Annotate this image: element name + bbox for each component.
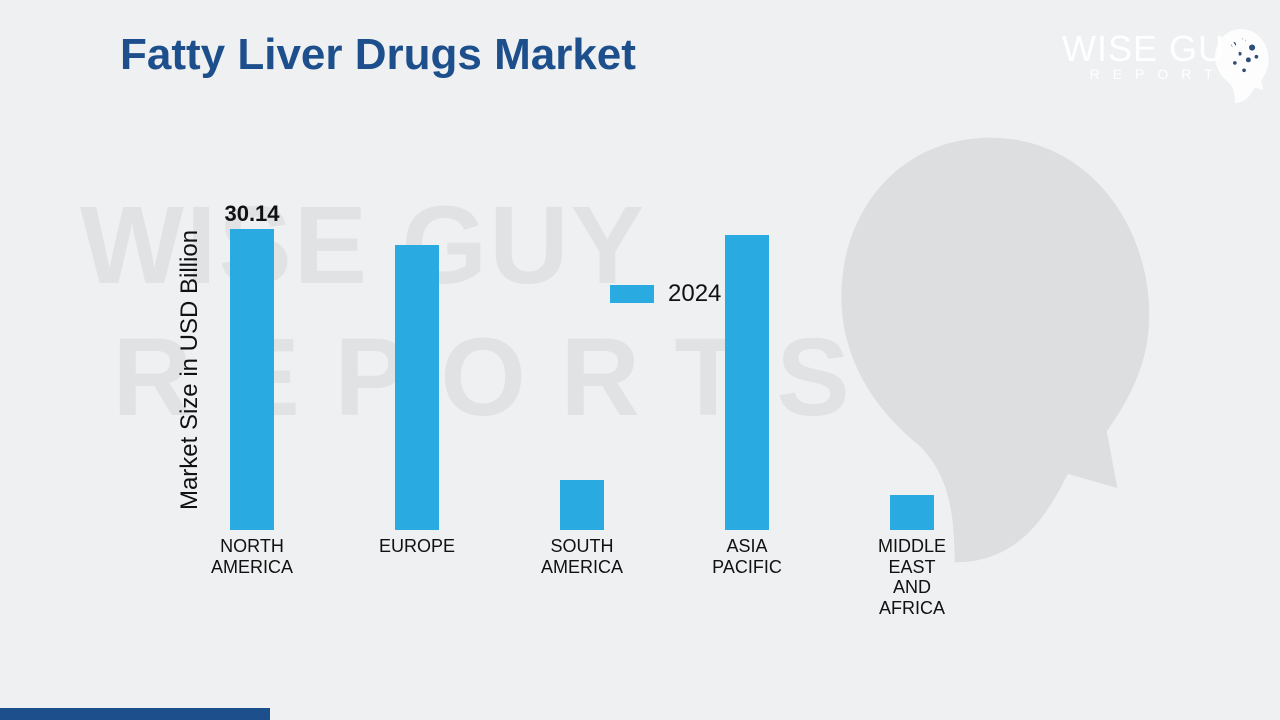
content: Fatty Liver Drugs Market 2024 Market Siz… bbox=[0, 0, 1280, 720]
stage: WISE GUY R E P O R T S Fatty Liver Drugs… bbox=[0, 0, 1280, 720]
bar-category-label: SOUTHAMERICA bbox=[507, 536, 657, 577]
bar bbox=[230, 229, 274, 530]
legend: 2024 bbox=[610, 280, 721, 308]
legend-label: 2024 bbox=[668, 280, 721, 308]
bar bbox=[890, 495, 934, 530]
brand-sub: REPORTS bbox=[1062, 66, 1250, 82]
bar-chart: Market Size in USD Billion 30.14NORTHAME… bbox=[60, 130, 950, 610]
plot-area: 30.14NORTHAMERICAEUROPESOUTHAMERICAASIAP… bbox=[120, 130, 950, 530]
bar bbox=[395, 245, 439, 530]
brand-logo: WISE GUY REPORTS bbox=[1062, 28, 1250, 82]
bar-value-label: 30.14 bbox=[192, 201, 312, 227]
bar-category-label: MIDDLEEASTANDAFRICA bbox=[837, 536, 987, 619]
bottom-accent-bar bbox=[0, 708, 270, 720]
bar bbox=[725, 235, 769, 530]
bar-category-label: NORTHAMERICA bbox=[177, 536, 327, 577]
bar bbox=[560, 480, 604, 530]
chart-title: Fatty Liver Drugs Market bbox=[120, 30, 636, 80]
bar-category-label: EUROPE bbox=[342, 536, 492, 557]
brand-main: WISE GUY bbox=[1062, 28, 1250, 70]
bar-category-label: ASIAPACIFIC bbox=[672, 536, 822, 577]
legend-swatch bbox=[610, 285, 654, 303]
